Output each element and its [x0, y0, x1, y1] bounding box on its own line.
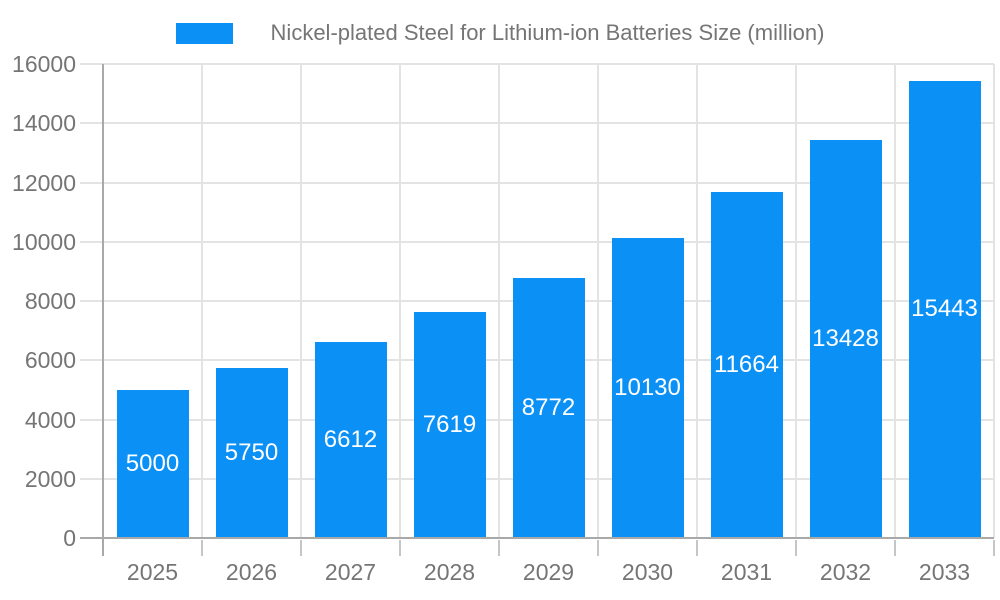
x-tick-label: 2026	[225, 559, 278, 585]
v-gridline	[993, 64, 995, 538]
x-tick-label: 2029	[522, 559, 575, 585]
bar	[710, 192, 783, 538]
bar	[809, 140, 882, 538]
x-tick-mark	[795, 540, 797, 556]
bar-value-label: 7619	[422, 411, 477, 439]
h-gridline	[80, 122, 994, 125]
bar	[908, 80, 981, 538]
y-tick-label: 6000	[24, 347, 76, 374]
chart-legend: Nickel-plated Steel for Lithium-ion Batt…	[0, 20, 1000, 46]
bar	[413, 312, 486, 538]
y-tick-label: 0	[63, 525, 76, 551]
x-tick-label: 2033	[918, 559, 971, 585]
v-gridline	[894, 64, 896, 538]
bar-value-label: 11664	[714, 351, 779, 379]
v-gridline	[696, 64, 698, 538]
bar-value-label: 15443	[911, 295, 978, 323]
v-gridline	[201, 64, 203, 538]
h-gridline	[80, 240, 994, 243]
bar	[512, 278, 585, 538]
x-axis-line	[80, 537, 994, 539]
bar	[215, 367, 288, 538]
x-tick-label: 2025	[126, 559, 179, 585]
v-gridline	[597, 64, 599, 538]
h-gridline	[80, 63, 994, 65]
x-tick-label: 2027	[324, 559, 377, 585]
y-tick-label: 8000	[24, 288, 76, 314]
x-tick-mark	[300, 540, 302, 556]
bar-value-label: 8772	[521, 394, 576, 422]
h-gridline	[80, 181, 994, 184]
x-tick-mark	[399, 540, 401, 556]
v-gridline	[795, 64, 797, 538]
bar	[611, 237, 684, 538]
x-tick-mark	[201, 540, 203, 556]
bar	[314, 342, 387, 538]
bar	[116, 389, 189, 538]
v-gridline	[498, 64, 500, 538]
x-tick-mark	[597, 540, 599, 556]
y-tick-label: 10000	[12, 228, 76, 255]
x-tick-label: 2030	[621, 559, 674, 585]
v-gridline	[399, 64, 401, 538]
y-tick-label: 16000	[12, 51, 76, 77]
x-tick-mark	[498, 540, 500, 556]
bar-value-label: 6612	[323, 426, 378, 454]
x-tick-mark	[993, 540, 995, 556]
bar-value-label: 13428	[812, 325, 879, 353]
y-tick-label: 2000	[24, 465, 76, 492]
bar-value-label: 10130	[614, 373, 681, 401]
x-tick-label: 2031	[720, 559, 773, 585]
x-tick-label: 2032	[819, 559, 872, 585]
y-tick-label: 12000	[12, 169, 76, 196]
x-tick-mark	[894, 540, 896, 556]
bar-value-label: 5000	[125, 449, 180, 477]
bar-value-label: 5750	[224, 438, 279, 466]
legend-swatch	[175, 22, 233, 44]
y-tick-label: 4000	[24, 406, 76, 433]
legend-label: Nickel-plated Steel for Lithium-ion Batt…	[270, 20, 825, 45]
x-tick-label: 2028	[423, 559, 476, 585]
y-axis-line	[102, 64, 104, 556]
v-gridline	[300, 64, 302, 538]
x-tick-mark	[696, 540, 698, 556]
y-tick-label: 14000	[12, 110, 76, 137]
